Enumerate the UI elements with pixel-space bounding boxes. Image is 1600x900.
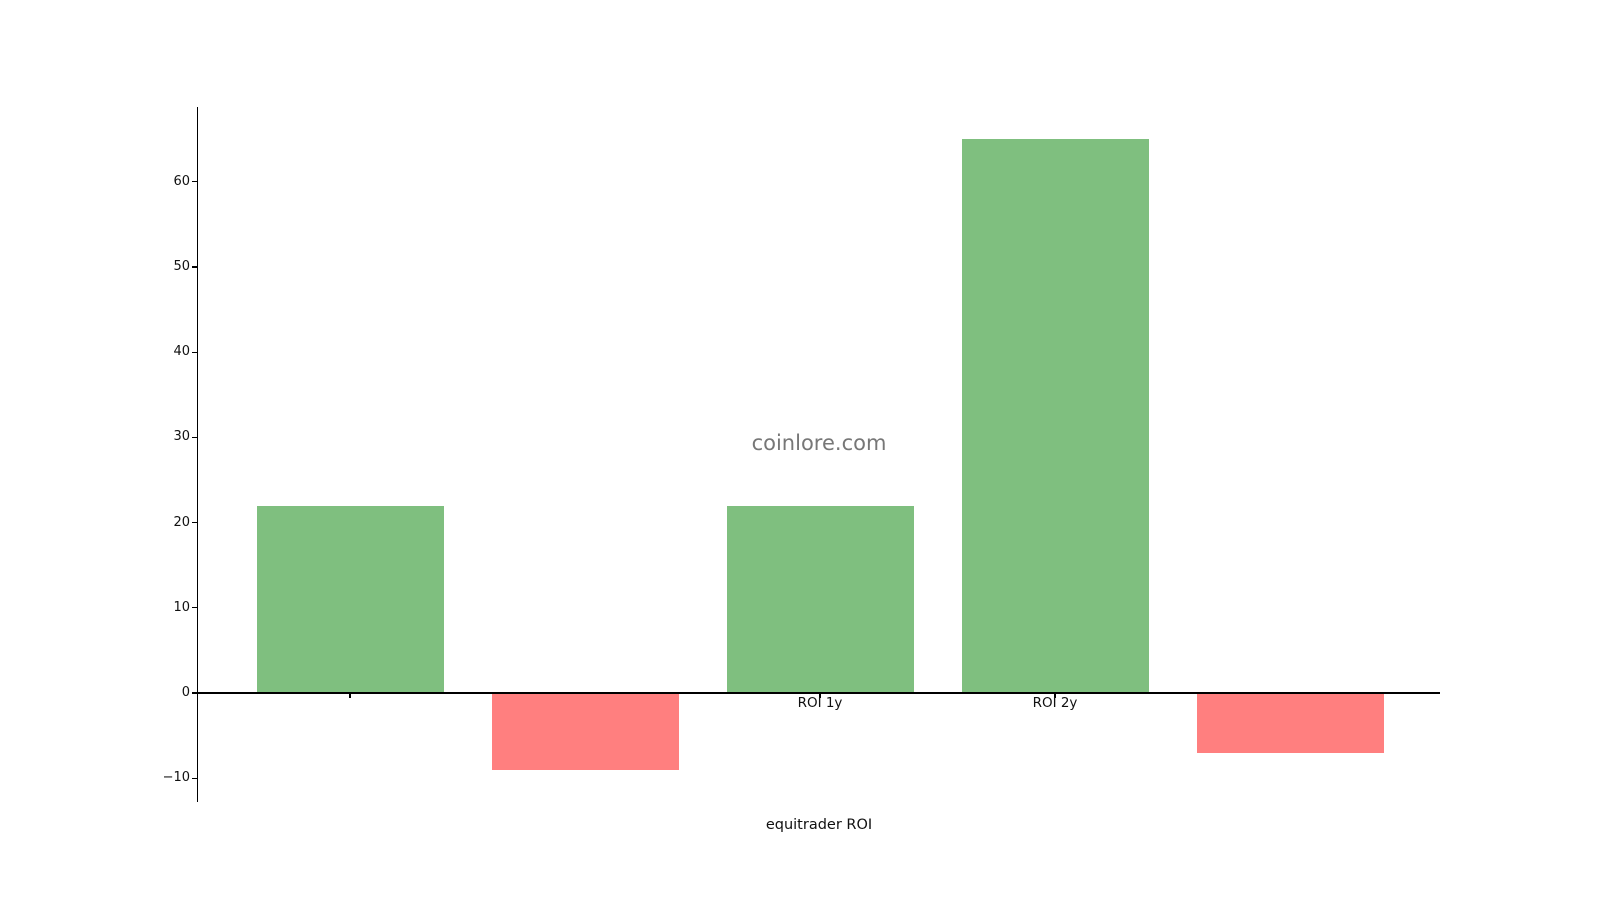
y-tick-label: 20 — [173, 514, 190, 530]
y-tick-mark — [191, 266, 197, 268]
watermark-text: coinlore.com — [751, 431, 887, 455]
bar-roi-1y — [726, 505, 914, 693]
x-tick-mark — [349, 693, 351, 698]
y-tick-label: 10 — [173, 599, 190, 615]
y-tick-mark — [191, 181, 197, 183]
y-tick-label: 40 — [173, 344, 190, 360]
y-tick-mark — [191, 607, 197, 609]
bar-category-1 — [256, 505, 444, 693]
chart-title: equitrader ROI — [765, 817, 873, 833]
y-tick-mark — [191, 521, 197, 524]
x-tick-mark — [819, 693, 821, 698]
y-tick-label: 50 — [173, 259, 190, 274]
y-tick-mark — [191, 351, 197, 353]
y-tick-mark — [191, 436, 197, 439]
x-tick-label: ROI 2y — [1032, 695, 1078, 711]
bar-category-5 — [1196, 694, 1384, 753]
x-tick-mark — [1054, 693, 1056, 698]
y-tick-mark — [191, 692, 197, 694]
bar-roi-2y — [961, 139, 1149, 693]
y-tick-label: 60 — [173, 173, 190, 189]
y-tick-label: 0 — [181, 685, 190, 700]
x-axis-line — [196, 692, 1440, 694]
bar-category-2 — [491, 694, 679, 770]
y-axis-spine — [196, 107, 198, 802]
y-tick-mark — [191, 777, 197, 779]
x-tick-label: ROI 1y — [797, 695, 843, 711]
y-tick-label: −10 — [162, 770, 190, 786]
y-tick-label: 30 — [173, 429, 190, 445]
